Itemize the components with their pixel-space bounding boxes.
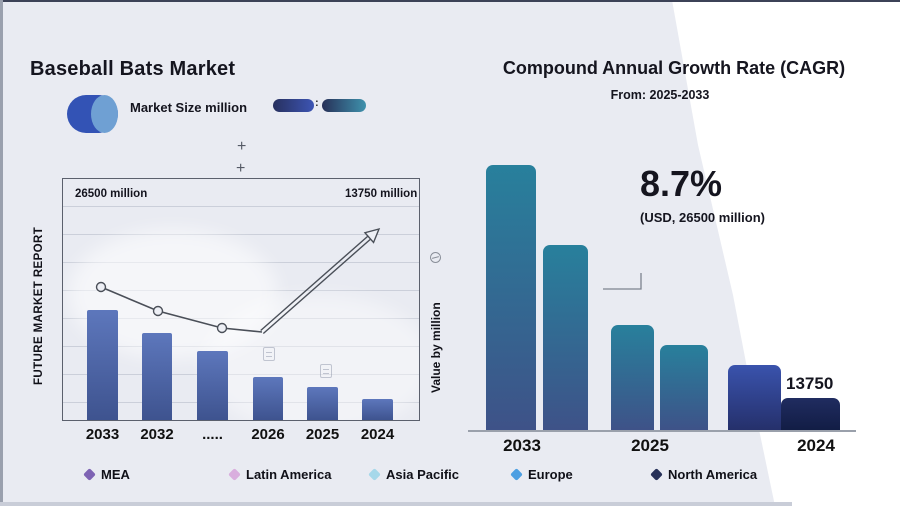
market-size-bar	[197, 351, 228, 420]
pill-ratio-separator: :	[315, 97, 319, 109]
plus-icon: +	[237, 138, 247, 155]
cagr-bar	[728, 365, 781, 430]
cylinder-icon	[67, 95, 118, 133]
market-size-bar	[253, 377, 283, 420]
legend-item: North America	[650, 467, 758, 482]
circle-minus-icon	[430, 252, 441, 263]
diamond-icon	[83, 468, 96, 481]
cagr-title: Compound Annual Growth Rate (CAGR)	[502, 58, 846, 78]
legend-item: Europe	[510, 467, 573, 482]
x-axis-label: 2033	[503, 436, 541, 455]
x-axis-label: 2026	[251, 426, 285, 443]
chart-max-label: 26500 million	[75, 188, 148, 200]
diamond-icon	[228, 468, 241, 481]
document-watermark-icon	[320, 364, 332, 378]
bar-value-annotation: 13750	[786, 374, 834, 393]
page-title: Baseball Bats Market	[30, 58, 236, 80]
legend-item: Latin America	[228, 467, 332, 482]
x-axis-label: 2024	[360, 426, 395, 443]
cagr-bar	[781, 398, 840, 430]
diamond-icon	[368, 468, 381, 481]
cagr-subtitle: From: 2025-2033	[610, 88, 710, 102]
legend-item: Asia Pacific	[368, 467, 459, 482]
x-axis-label: 2025	[631, 436, 669, 455]
cagr-bar	[486, 165, 536, 430]
legend-label: Asia Pacific	[386, 467, 459, 482]
market-size-bar	[362, 399, 393, 420]
legend-label: North America	[668, 467, 758, 482]
x-axis-label: 2024	[797, 436, 835, 455]
market-size-bar	[87, 310, 118, 420]
right-chart-axis-line	[468, 430, 856, 432]
market-size-label: Market Size million	[130, 100, 248, 115]
cagr-bar	[660, 345, 708, 430]
legend-label: MEA	[101, 467, 130, 482]
market-size-bar	[142, 333, 172, 420]
frame-border-top	[0, 0, 900, 2]
diamond-icon	[510, 468, 523, 481]
frame-border-bottom	[0, 502, 792, 506]
x-axis-label: .....	[202, 426, 223, 443]
market-size-bar	[307, 387, 338, 420]
gradient-pill-right	[322, 99, 366, 112]
diamond-icon	[650, 468, 663, 481]
x-axis-label: 2033	[85, 426, 120, 443]
left-chart-y-axis-label: FUTURE MARKET REPORT	[33, 226, 45, 386]
chart-min-label: 13750 million	[345, 188, 418, 200]
cagr-note: (USD, 26500 million)	[640, 210, 765, 225]
document-watermark-icon	[263, 347, 275, 361]
plus-icon: +	[236, 160, 246, 177]
legend-item: MEA	[83, 467, 130, 482]
legend-label: Latin America	[246, 467, 332, 482]
cagr-bar	[543, 245, 588, 430]
x-axis-label: 2032	[140, 426, 174, 443]
gradient-pill-left	[273, 99, 314, 112]
frame-border-left	[0, 0, 3, 506]
legend-label: Europe	[528, 467, 573, 482]
right-chart-y-axis-label: Value by million	[429, 302, 443, 394]
cagr-bar	[611, 325, 654, 430]
cagr-value: 8.7%	[640, 163, 723, 204]
x-axis-label: 2025	[305, 426, 340, 443]
